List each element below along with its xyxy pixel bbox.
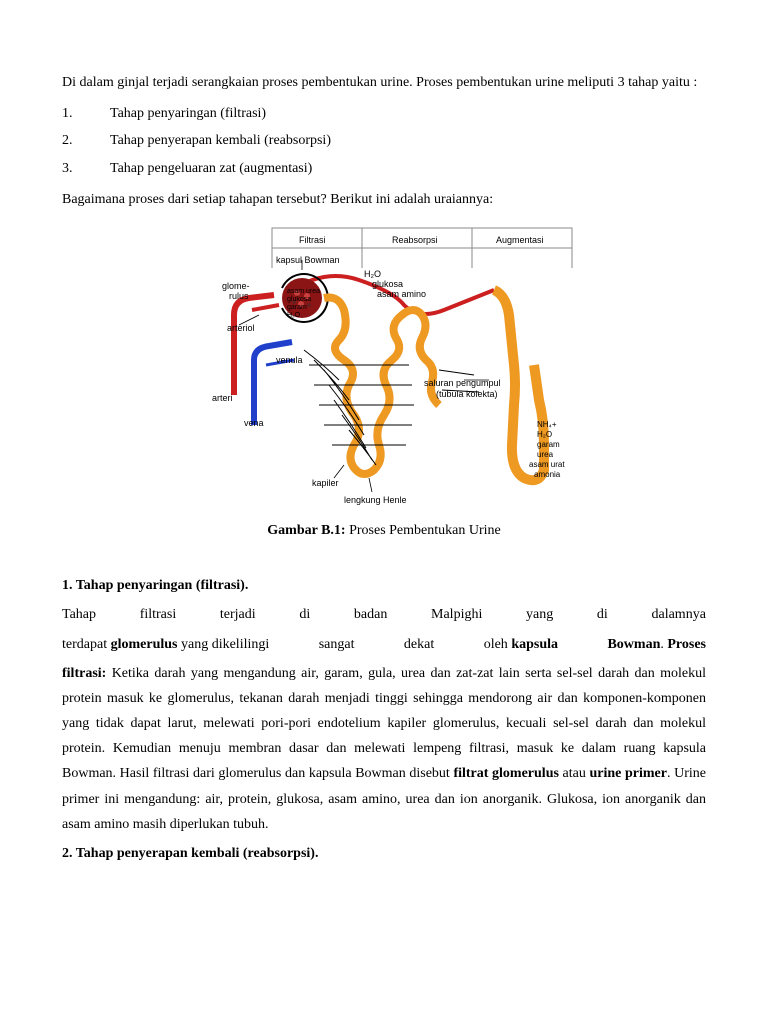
question-paragraph: Bagaimana proses dari setiap tahapan ter… (62, 187, 706, 212)
nephron-diagram: Filtrasi Reabsorpsi Augmentasi kapsul Bo… (194, 220, 574, 510)
intro-paragraph: Di dalam ginjal terjadi serangkaian pros… (62, 70, 706, 95)
list-item: 3. Tahap pengeluaran zat (augmentasi) (62, 156, 706, 181)
section-1-line-1: Tahap filtrasi terjadi di badan Malpighi… (62, 602, 706, 627)
section-1-line-2: terdapat glomerulus yang dikelilingi san… (62, 632, 706, 657)
label-reabsorpsi: Reabsorpsi (392, 232, 438, 248)
bold-proses: Proses (667, 637, 706, 652)
word: filtrasi (140, 602, 177, 627)
list-number: 3. (62, 156, 110, 181)
label-h2o-2: H₂O (287, 310, 300, 323)
stages-list: 1. Tahap penyaringan (filtrasi) 2. Tahap… (62, 101, 706, 181)
caption-text: Proses Pembentukan Urine (346, 523, 501, 538)
bold-kapsula: kapsula (508, 637, 558, 652)
list-text: Tahap pengeluaran zat (augmentasi) (110, 156, 706, 181)
word: yang (526, 602, 553, 627)
list-text: Tahap penyaringan (filtrasi) (110, 101, 706, 126)
text: atau (559, 766, 590, 781)
body-text: Ketika darah yang mengandung air, garam,… (62, 666, 706, 782)
bold-bowman: Bowman (607, 637, 660, 652)
word: di (299, 602, 310, 627)
word: badan (354, 602, 387, 627)
label-arteriol: arteriol (227, 320, 255, 336)
label-augmentasi: Augmentasi (496, 232, 544, 248)
list-number: 2. (62, 128, 110, 153)
diagram-container: Filtrasi Reabsorpsi Augmentasi kapsul Bo… (62, 220, 706, 510)
word: sangat (319, 632, 355, 657)
section-1-body: filtrasi: Ketika darah yang mengandung a… (62, 661, 706, 837)
list-text: Tahap penyerapan kembali (reabsorpsi) (110, 128, 706, 153)
text: yang dikelilingi (177, 637, 269, 652)
text: terdapat (62, 637, 111, 652)
word: di (597, 602, 608, 627)
word: terjadi (220, 602, 256, 627)
label-arteri: arteri (212, 390, 233, 406)
word: dekat (404, 632, 434, 657)
label-filtrasi: Filtrasi (299, 232, 326, 248)
section-1-title: 1. Tahap penyaringan (filtrasi). (62, 573, 706, 598)
label-amonia: amonia (534, 468, 560, 482)
label-vena: vena (244, 415, 264, 431)
bold-urine-primer: urine primer (590, 766, 668, 781)
list-number: 1. (62, 101, 110, 126)
word: Tahap (62, 602, 96, 627)
list-item: 2. Tahap penyerapan kembali (reabsorpsi) (62, 128, 706, 153)
figure-caption: Gambar B.1: Proses Pembentukan Urine (62, 518, 706, 543)
label-asam-amino: asam amino (377, 286, 426, 302)
section-2-title: 2. Tahap penyerapan kembali (reabsorpsi)… (62, 841, 706, 866)
bold-glomerulus: glomerulus (111, 637, 178, 652)
label-kapiler: kapiler (312, 475, 339, 491)
caption-label: Gambar B.1: (267, 523, 345, 538)
label-kapsul: kapsul Bowman (276, 252, 340, 268)
label-venula: venula (276, 352, 303, 368)
bold-filtrat: filtrat glomerulus (453, 766, 559, 781)
label-glomerulus-2: rulus (229, 288, 249, 304)
bold-filtrasi-label: filtrasi: (62, 666, 106, 681)
word: oleh (484, 637, 508, 652)
word: Malpighi (431, 602, 482, 627)
list-item: 1. Tahap penyaringan (filtrasi) (62, 101, 706, 126)
word: dalamnya (651, 602, 705, 627)
label-lengkung: lengkung Henle (344, 492, 407, 508)
label-saluran-2: (tubula kolekta) (436, 386, 498, 402)
